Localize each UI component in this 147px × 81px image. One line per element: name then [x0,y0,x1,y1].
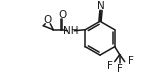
Text: NH: NH [62,26,78,36]
Text: F: F [107,61,113,71]
Text: O: O [43,15,51,25]
Text: N: N [97,1,105,11]
Text: F: F [117,64,123,74]
Text: F: F [128,56,134,66]
Text: O: O [58,10,66,20]
